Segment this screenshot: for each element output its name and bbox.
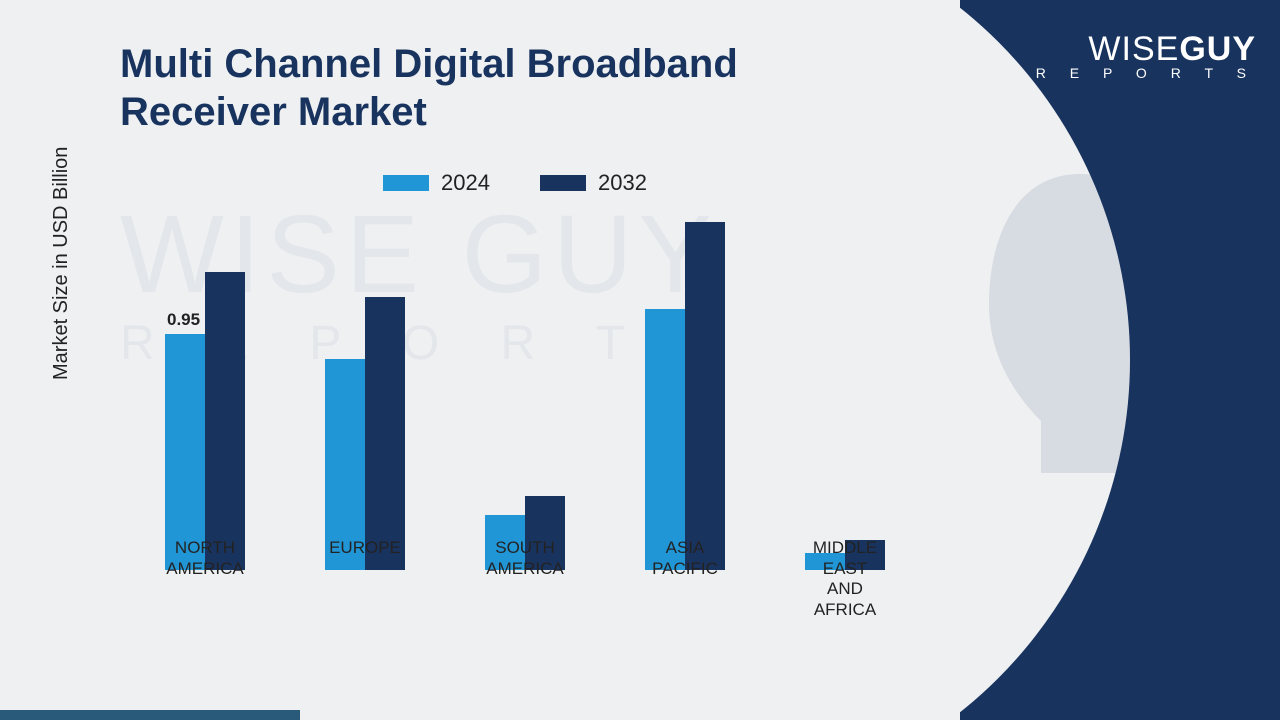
brand-word-b: GUY bbox=[1179, 30, 1256, 68]
legend-label: 2032 bbox=[598, 170, 647, 196]
bar-chart: 20242032 0.95 NORTH AMERICAEUROPESOUTH A… bbox=[105, 170, 925, 610]
page: WISEGUY R E P O R T S Multi Channel Digi… bbox=[0, 0, 1280, 720]
legend-swatch bbox=[540, 175, 586, 191]
legend-label: 2024 bbox=[441, 170, 490, 196]
bar-group bbox=[300, 210, 430, 570]
bar-group bbox=[620, 210, 750, 570]
watermark-head-icon bbox=[950, 160, 1210, 500]
bar bbox=[365, 297, 405, 570]
legend-swatch bbox=[383, 175, 429, 191]
bar bbox=[645, 309, 685, 570]
x-labels: NORTH AMERICA EUROPE SOUTH AMERICA ASIA PAC… bbox=[125, 538, 925, 620]
page-title: Multi Channel Digital Broadband Receiver… bbox=[120, 40, 820, 136]
legend: 2024 2032 bbox=[105, 170, 925, 196]
bar-group bbox=[780, 210, 910, 570]
x-label: NORTH AMERICA bbox=[140, 538, 270, 620]
x-label: EUROPE bbox=[300, 538, 430, 620]
brand-sub: R E P O R T S bbox=[1036, 65, 1256, 81]
brand-word-a: WISE bbox=[1088, 30, 1179, 68]
brand-main: WISEGUY bbox=[1036, 30, 1256, 69]
brand-logo: WISEGUY R E P O R T S bbox=[1036, 30, 1256, 81]
legend-item: 2032 bbox=[540, 170, 647, 196]
legend-item: 2024 bbox=[383, 170, 490, 196]
bar bbox=[685, 222, 725, 570]
bar bbox=[205, 272, 245, 570]
bar-value-label: 0.95 bbox=[167, 310, 200, 330]
x-label: ASIA PACIFIC bbox=[620, 538, 750, 620]
plot-area: 0.95 bbox=[125, 210, 925, 570]
bottom-accent-bar bbox=[0, 710, 300, 720]
x-label: SOUTH AMERICA bbox=[460, 538, 590, 620]
bar bbox=[165, 334, 205, 570]
y-axis-label: Market Size in USD Billion bbox=[50, 147, 73, 380]
bar-group bbox=[460, 210, 590, 570]
bar-group: 0.95 bbox=[140, 210, 270, 570]
x-label: MIDDLE EAST AND AFRICA bbox=[780, 538, 910, 620]
